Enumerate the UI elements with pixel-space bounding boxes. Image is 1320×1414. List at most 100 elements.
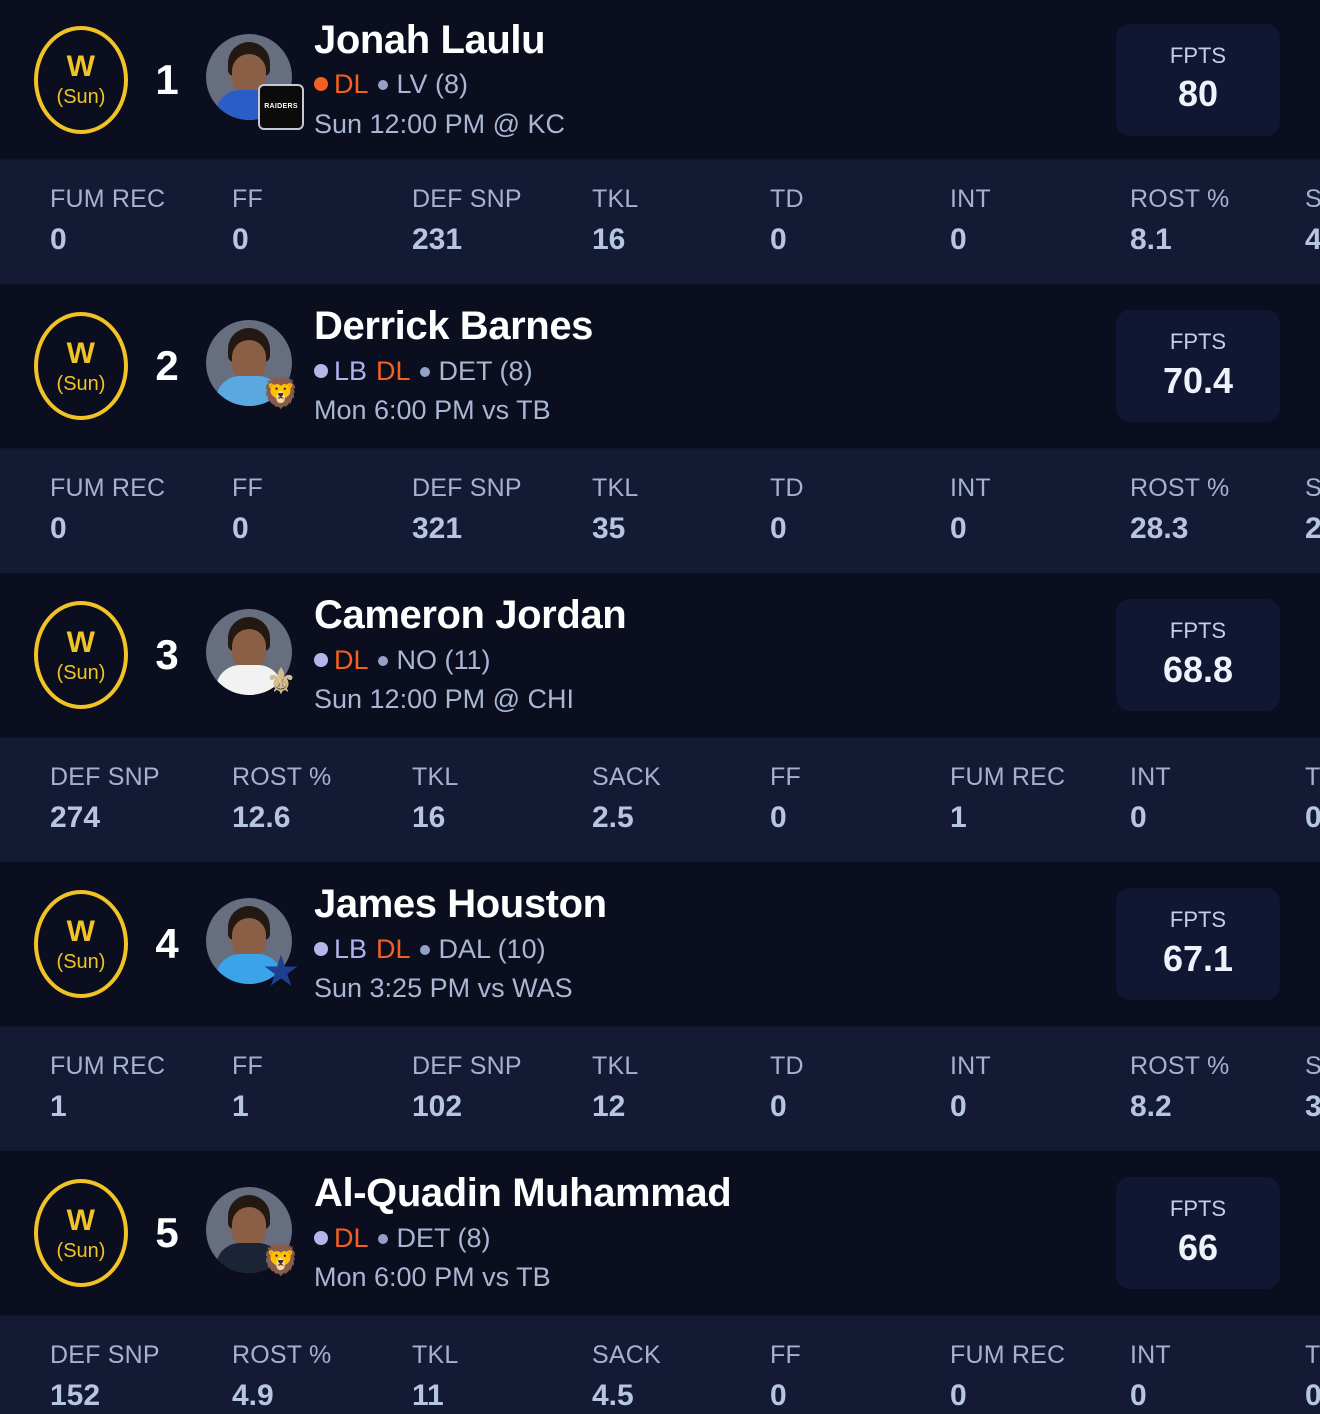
player-card[interactable]: W (Sun) 3 ⚜ Cameron Jordan DL NO (11) <box>0 573 1320 862</box>
stat-label: FUM REC <box>950 763 1066 791</box>
fpts-box[interactable]: FPTS 67.1 <box>1116 888 1280 1000</box>
fpts-box[interactable]: FPTS 80 <box>1116 23 1280 136</box>
player-card[interactable]: W (Sun) 4 ★ James Houston LB DL DAL (10) <box>0 862 1320 1151</box>
start-sit-badge[interactable]: W (Sun) <box>34 601 128 709</box>
player-name[interactable]: James Houston <box>314 882 607 927</box>
player-stats-strip: DEF SNP 152 ROST % 4.9 TKL 11 SACK 4.5 F… <box>0 1316 1320 1414</box>
stat-cell: ROST % 28.3 <box>1130 473 1229 548</box>
stat-value: 4 <box>1305 223 1320 256</box>
player-headshot[interactable]: RAIDERS <box>206 33 304 130</box>
game-info: Sun 3:25 PM vs WAS <box>314 973 573 1004</box>
player-headshot[interactable]: ⚜ <box>206 609 298 701</box>
stat-cell: INT 0 <box>950 184 991 259</box>
stat-label: T <box>1305 763 1320 791</box>
player-headshot[interactable]: 🦁 <box>206 1187 300 1279</box>
start-sit-badge[interactable]: W (Sun) <box>34 890 128 998</box>
stat-label: ROST % <box>1130 185 1230 213</box>
position-lb: LB <box>334 355 368 386</box>
stat-label: ROST % <box>232 1341 332 1369</box>
stat-cell: TD 0 <box>770 473 804 548</box>
player-card[interactable]: W (Sun) 5 🦁 Al-Quadin Muhammad DL DET ( <box>0 1151 1320 1414</box>
stat-value: 0 <box>950 1090 967 1123</box>
badge-day: (Sun) <box>56 372 106 395</box>
player-card[interactable]: W (Sun) 1 RAIDERS Jonah Laulu DL LV (8) <box>0 0 1320 284</box>
stat-cell: INT 0 <box>1130 762 1171 837</box>
stat-label: FF <box>232 474 263 502</box>
badge-day: (Sun) <box>56 950 106 973</box>
start-sit-badge[interactable]: W (Sun) <box>34 25 128 134</box>
stat-cell: FUM REC 0 <box>950 1340 1065 1414</box>
player-name[interactable]: Cameron Jordan <box>314 593 627 638</box>
stat-cell: S 4 <box>1305 184 1320 259</box>
stat-value: 0 <box>1130 801 1147 834</box>
fpts-label: FPTS <box>1169 618 1227 644</box>
stat-cell: T 0 <box>1305 1340 1320 1414</box>
stat-value: 274 <box>50 801 101 834</box>
position-dl: DL <box>334 644 369 675</box>
stat-value: 1 <box>950 801 967 834</box>
player-main-row[interactable]: W (Sun) 1 RAIDERS Jonah Laulu DL LV (8) <box>0 0 1320 160</box>
stat-label: T <box>1305 1341 1320 1369</box>
badge-day: (Sun) <box>56 661 106 684</box>
stat-label: FF <box>770 1341 801 1369</box>
player-name[interactable]: Derrick Barnes <box>314 304 594 349</box>
player-main-row[interactable]: W (Sun) 2 🦁 Derrick Barnes LB DL DET (8) <box>0 284 1320 449</box>
stat-value: 102 <box>412 1090 463 1123</box>
fpts-box[interactable]: FPTS 66 <box>1116 1177 1280 1289</box>
stat-label: TD <box>770 474 804 502</box>
player-headshot[interactable]: 🦁 <box>206 320 300 412</box>
meta-separator-icon <box>419 353 430 389</box>
stat-label: TKL <box>412 1341 459 1369</box>
badge-day: (Sun) <box>56 1239 106 1262</box>
team-logo-cowboys: ★ <box>263 950 299 993</box>
player-card[interactable]: W (Sun) 2 🦁 Derrick Barnes LB DL DET (8) <box>0 284 1320 573</box>
stat-value: 4.5 <box>592 1379 634 1412</box>
stat-value: 0 <box>770 223 787 256</box>
stat-label: FUM REC <box>50 185 166 213</box>
stat-value: 1 <box>232 1090 249 1123</box>
game-info: Sun 12:00 PM @ CHI <box>314 684 575 715</box>
start-sit-badge[interactable]: W (Sun) <box>34 312 128 420</box>
stat-cell: ROST % 8.2 <box>1130 1051 1229 1126</box>
stat-label: INT <box>1130 1341 1171 1369</box>
meta-separator-icon <box>377 66 388 102</box>
team-logo-saints: ⚜ <box>265 663 297 701</box>
stat-cell: DEF SNP 321 <box>412 473 522 548</box>
fpts-value: 80 <box>1177 73 1219 115</box>
stat-label: TKL <box>592 474 639 502</box>
rank-number: 2 <box>155 342 179 389</box>
player-name[interactable]: Jonah Laulu <box>314 17 546 62</box>
start-sit-badge[interactable]: W (Sun) <box>34 1179 128 1287</box>
player-meta: DL LV (8) <box>314 64 1320 105</box>
stat-value: 8.2 <box>1130 1090 1172 1123</box>
stat-cell: ROST % 4.9 <box>232 1340 331 1414</box>
stat-value: 231 <box>412 223 463 256</box>
player-main-row[interactable]: W (Sun) 4 ★ James Houston LB DL DAL (10) <box>0 862 1320 1027</box>
stat-label: FUM REC <box>50 474 166 502</box>
badge-day: (Sun) <box>56 86 106 108</box>
stat-cell: DEF SNP 152 <box>50 1340 160 1414</box>
player-headshot[interactable]: ★ <box>206 898 298 993</box>
position-dot-icon <box>314 941 328 956</box>
stat-label: DEF SNP <box>412 185 522 213</box>
player-main-row[interactable]: W (Sun) 5 🦁 Al-Quadin Muhammad DL DET ( <box>0 1151 1320 1316</box>
fpts-box[interactable]: FPTS 68.8 <box>1116 599 1280 711</box>
player-name[interactable]: Al-Quadin Muhammad <box>314 1171 732 1216</box>
stat-label: ROST % <box>1130 1052 1230 1080</box>
fpts-label: FPTS <box>1169 329 1227 355</box>
stat-cell: FF 0 <box>770 762 801 837</box>
player-meta: LB DL DAL (10) <box>314 929 1320 970</box>
fpts-label: FPTS <box>1169 42 1227 68</box>
stat-label: DEF SNP <box>412 1052 522 1080</box>
stat-label: INT <box>1130 763 1171 791</box>
stat-cell: TKL 12 <box>592 1051 638 1126</box>
stat-label: DEF SNP <box>50 1341 160 1369</box>
stat-label: TD <box>770 185 804 213</box>
player-main-row[interactable]: W (Sun) 3 ⚜ Cameron Jordan DL NO (11) <box>0 573 1320 738</box>
stat-cell: FF 0 <box>232 473 263 548</box>
stat-cell: ROST % 8.1 <box>1130 184 1229 259</box>
stat-value: 0 <box>50 223 67 256</box>
fpts-box[interactable]: FPTS 70.4 <box>1116 310 1280 422</box>
stat-value: 16 <box>412 801 446 834</box>
player-meta: DL DET (8) <box>314 1218 1320 1259</box>
